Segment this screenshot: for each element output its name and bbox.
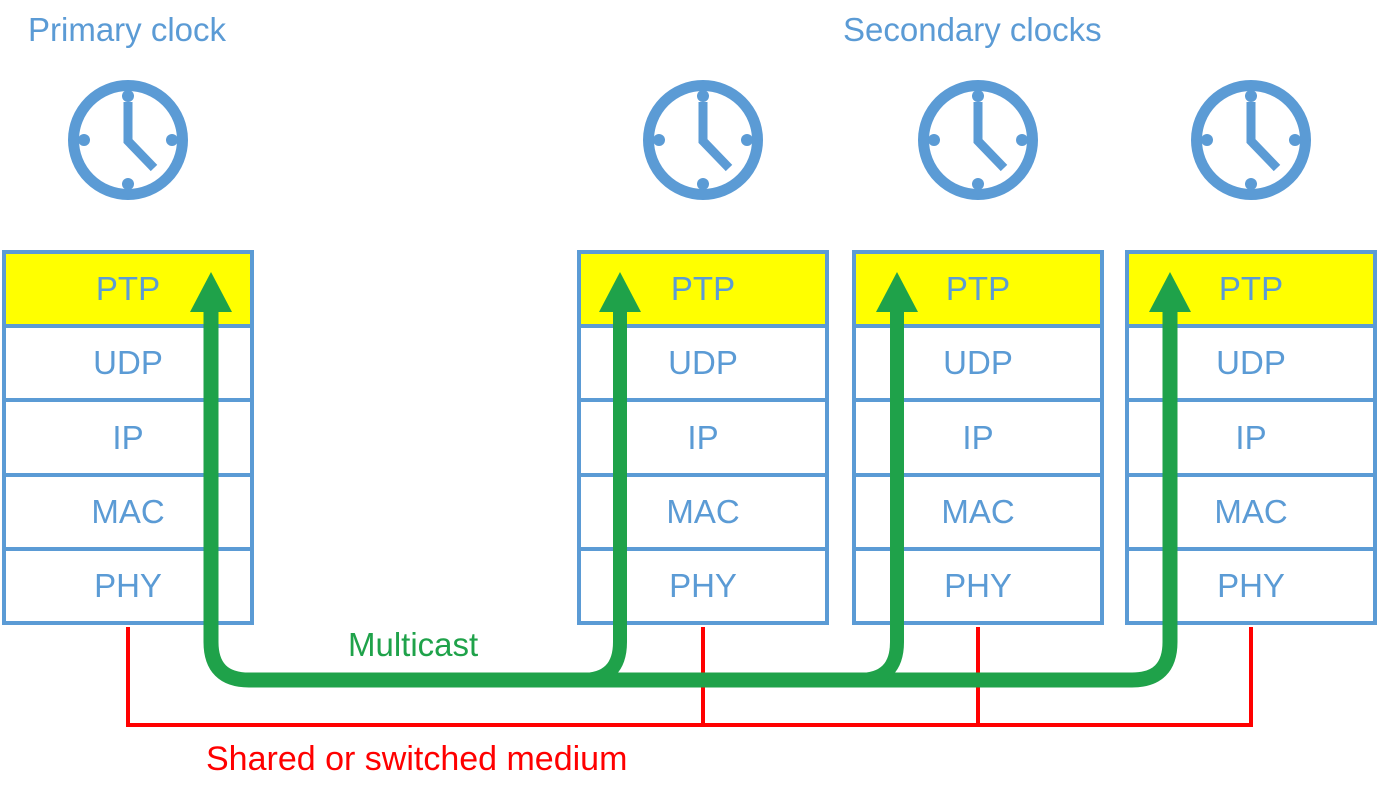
layer-label: UDP [668, 344, 738, 382]
layer-label: PTP [1218, 270, 1284, 308]
layer-label: IP [112, 418, 144, 456]
layer-label: IP [1235, 418, 1267, 456]
layer-label: PTP [945, 270, 1011, 308]
layer-label: PTP [670, 270, 736, 308]
shared-medium-label: Shared or switched medium [206, 740, 628, 778]
protocol-stack-secondary-3: PTP UDP IP MAC PHY [1125, 250, 1377, 625]
layer-label: UDP [943, 344, 1013, 382]
layer-row-ptp: PTP [856, 254, 1100, 325]
primary-clock-label: Primary clock [28, 11, 227, 48]
layer-row-ip: IP [1129, 398, 1373, 473]
clock-hands [123, 102, 158, 172]
multicast-label: Multicast [348, 626, 479, 663]
layer-label: UDP [93, 344, 163, 382]
layer-row-udp: UDP [581, 324, 825, 399]
layer-row-mac: MAC [6, 472, 250, 547]
layer-row-ptp: PTP [581, 254, 825, 325]
clock-hands [698, 102, 733, 172]
layer-label: UDP [1216, 344, 1286, 382]
layer-label: MAC [941, 492, 1015, 530]
layer-label: MAC [91, 492, 165, 530]
layer-label: PHY [1217, 566, 1285, 604]
clock-face [643, 80, 763, 200]
protocol-stack-secondary-1: PTP UDP IP MAC PHY [577, 250, 829, 625]
layer-row-ptp: PTP [6, 254, 250, 325]
layer-row-phy: PHY [1129, 546, 1373, 622]
clock-face [68, 80, 188, 200]
layer-row-udp: UDP [1129, 324, 1373, 399]
clock-icon [68, 80, 188, 200]
layer-row-phy: PHY [581, 546, 825, 622]
layer-row-ip: IP [6, 398, 250, 473]
layer-row-udp: UDP [6, 324, 250, 399]
clock-face [918, 80, 1038, 200]
clock-face [1191, 80, 1311, 200]
clock-hands [973, 102, 1008, 172]
layer-label: PTP [95, 270, 161, 308]
layer-row-phy: PHY [6, 546, 250, 622]
clock-icon [918, 80, 1038, 200]
layer-label: IP [687, 418, 719, 456]
layer-label: PHY [669, 566, 737, 604]
layer-row-mac: MAC [581, 472, 825, 547]
layer-row-ip: IP [856, 398, 1100, 473]
layer-label: MAC [1214, 492, 1288, 530]
layer-label: MAC [666, 492, 740, 530]
layer-row-phy: PHY [856, 546, 1100, 622]
layer-label: IP [962, 418, 994, 456]
clock-icon [643, 80, 763, 200]
layer-row-udp: UDP [856, 324, 1100, 399]
clock-hands [1246, 102, 1281, 172]
layer-label: PHY [944, 566, 1012, 604]
layer-row-ptp: PTP [1129, 254, 1373, 325]
protocol-stack-primary: PTP UDP IP MAC PHY [2, 250, 254, 625]
layer-row-mac: MAC [1129, 472, 1373, 547]
secondary-clocks-label: Secondary clocks [843, 11, 1102, 48]
layer-label: PHY [94, 566, 162, 604]
layer-row-mac: MAC [856, 472, 1100, 547]
layer-row-ip: IP [581, 398, 825, 473]
protocol-stack-secondary-2: PTP UDP IP MAC PHY [852, 250, 1104, 625]
clock-icon [1191, 80, 1311, 200]
shared-medium-lines [126, 627, 1253, 727]
